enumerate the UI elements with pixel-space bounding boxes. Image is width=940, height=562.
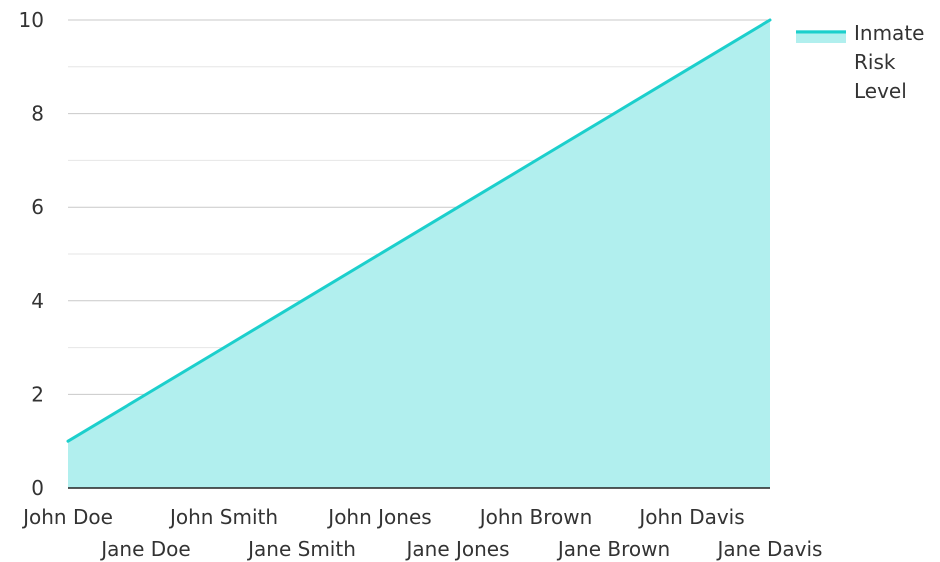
series-line <box>66 18 772 443</box>
x-tick-label: Jane Brown <box>556 537 670 561</box>
y-tick-label: 0 <box>31 476 44 500</box>
legend-label: Risk <box>854 50 896 74</box>
y-tick-label: 4 <box>31 289 44 313</box>
x-tick-label: John Brown <box>478 505 593 529</box>
x-tick-label: John Davis <box>637 505 744 529</box>
x-tick-label: Jane Jones <box>404 537 509 561</box>
y-tick-label: 2 <box>31 382 44 406</box>
legend-label: Level <box>854 79 907 103</box>
area-series <box>66 18 772 488</box>
y-tick-label: 8 <box>31 102 44 126</box>
x-tick-label: John Doe <box>21 505 113 529</box>
x-tick-labels: John Doe Jane Doe John Smith Jane Smith John… <box>21 505 822 561</box>
x-tick-label: Jane Davis <box>716 537 823 561</box>
x-tick-label: Jane Smith <box>246 537 356 561</box>
x-tick-label: John Smith <box>168 505 278 529</box>
x-tick-label: Jane Doe <box>99 537 190 561</box>
legend: Inmate Risk Level <box>796 21 924 103</box>
series-area-fill <box>68 20 770 488</box>
legend-label: Inmate <box>854 21 924 45</box>
y-tick-label: 10 <box>19 8 44 32</box>
y-tick-label: 6 <box>31 195 44 219</box>
x-tick-label: John Jones <box>326 505 431 529</box>
y-tick-labels: 0 2 4 6 8 10 <box>19 8 44 500</box>
